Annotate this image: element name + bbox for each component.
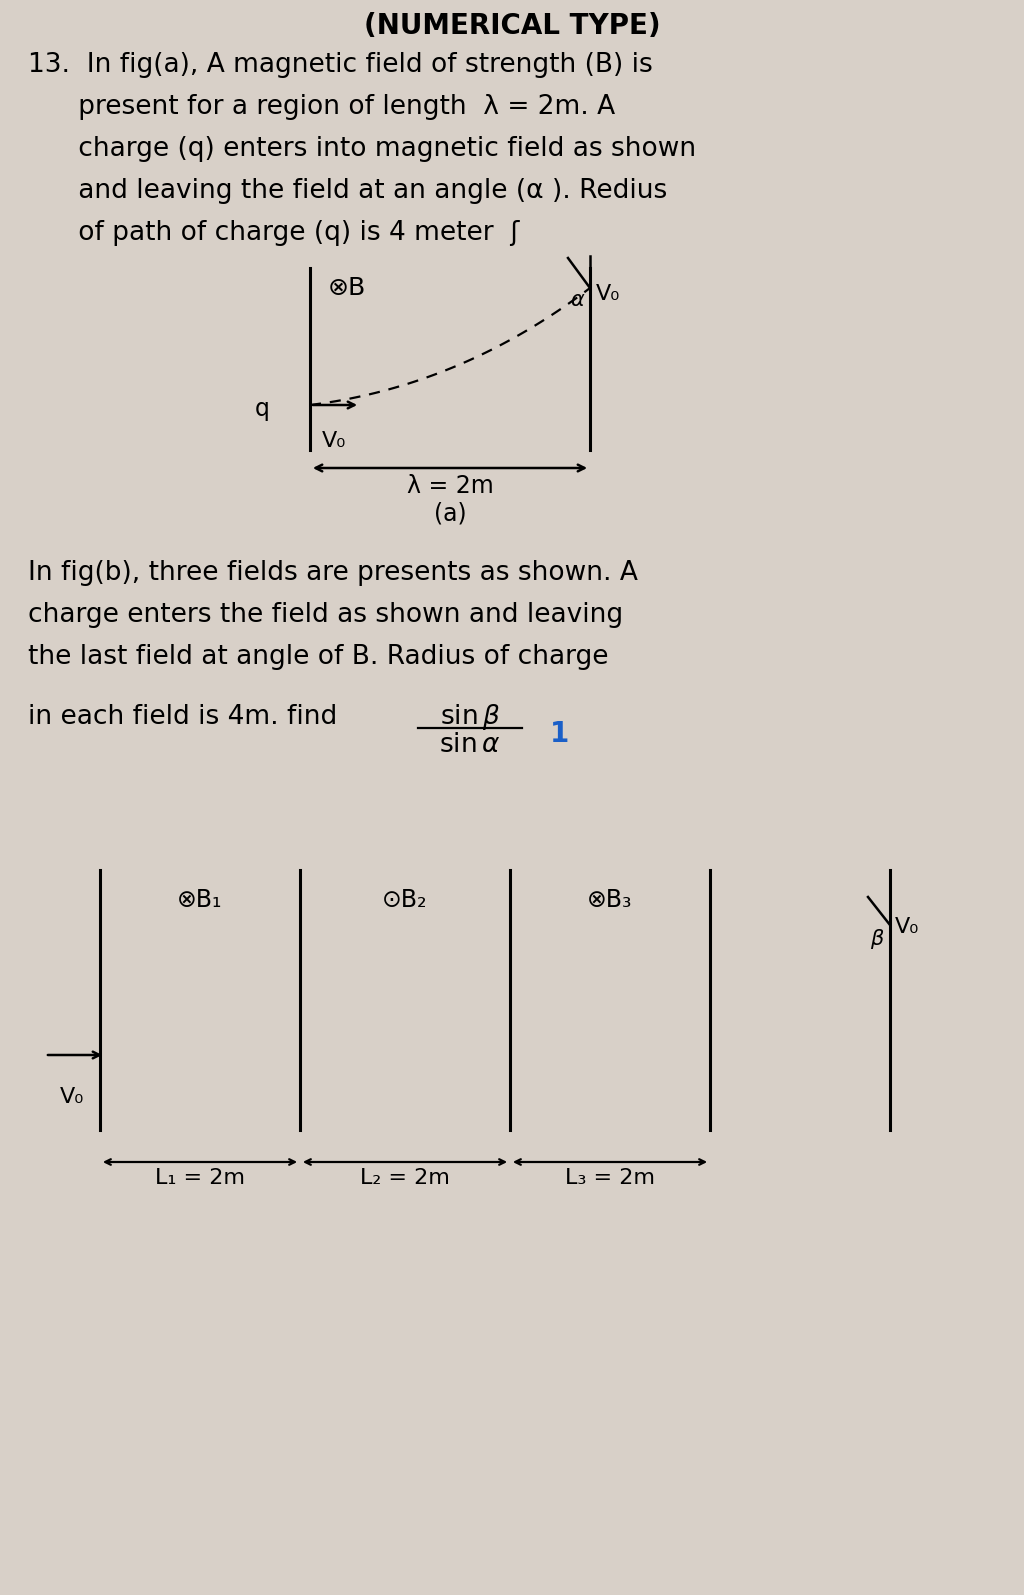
Text: charge enters the field as shown and leaving: charge enters the field as shown and lea… (28, 601, 624, 628)
Text: L₁ = 2m: L₁ = 2m (155, 1168, 245, 1188)
Text: In fig(b), three fields are presents as shown. A: In fig(b), three fields are presents as … (28, 560, 638, 585)
Text: ⊙B₂: ⊙B₂ (382, 888, 428, 912)
Text: (NUMERICAL TYPE): (NUMERICAL TYPE) (364, 13, 660, 40)
Text: ⊗B₁: ⊗B₁ (177, 888, 222, 912)
Text: L₂ = 2m: L₂ = 2m (360, 1168, 450, 1188)
Text: and leaving the field at an angle (α ). Redius: and leaving the field at an angle (α ). … (28, 179, 668, 204)
Text: V₀: V₀ (60, 1088, 84, 1107)
Text: $\beta$: $\beta$ (870, 927, 885, 951)
Text: L₃ = 2m: L₃ = 2m (565, 1168, 655, 1188)
Text: in each field is 4m. find: in each field is 4m. find (28, 703, 337, 731)
Text: V₀: V₀ (322, 431, 346, 451)
Text: ⊗B: ⊗B (328, 276, 367, 300)
Text: λ = 2m: λ = 2m (407, 474, 494, 498)
Text: q: q (255, 397, 270, 421)
Text: (a): (a) (434, 502, 466, 526)
Text: ⊗B₃: ⊗B₃ (587, 888, 633, 912)
Text: V₀: V₀ (895, 917, 920, 936)
Text: charge (q) enters into magnetic field as shown: charge (q) enters into magnetic field as… (28, 136, 696, 163)
Text: V₀: V₀ (596, 284, 621, 305)
Text: of path of charge (q) is 4 meter  ʃ: of path of charge (q) is 4 meter ʃ (28, 220, 519, 246)
Text: $\sin \alpha$: $\sin \alpha$ (439, 732, 501, 758)
Text: 13.  In fig(a), A magnetic field of strength (B) is: 13. In fig(a), A magnetic field of stren… (28, 53, 652, 78)
Text: 1: 1 (550, 719, 569, 748)
Text: the last field at angle of B. Radius of charge: the last field at angle of B. Radius of … (28, 644, 608, 670)
Text: present for a region of length  λ = 2m. A: present for a region of length λ = 2m. A (28, 94, 615, 120)
Text: $\sin \beta$: $\sin \beta$ (440, 702, 500, 732)
Text: $\alpha$: $\alpha$ (570, 290, 586, 309)
